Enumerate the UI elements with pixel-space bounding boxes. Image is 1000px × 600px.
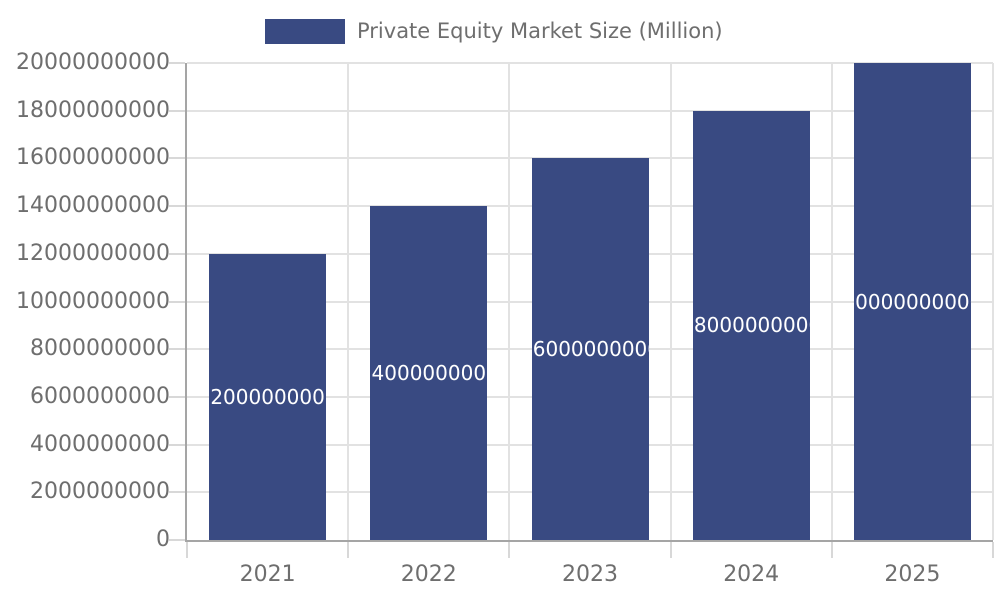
bar-2023[interactable]: 16000000000 [531,158,649,540]
y-tick-mark [169,395,185,398]
y-axis-line [185,63,187,542]
legend[interactable]: Private Equity Market Size (Million) [265,18,723,44]
bar-value-label: 12000000000 [209,384,326,409]
y-tick-label: 2000000000 [30,479,170,505]
y-tick-label: 14000000000 [16,193,170,219]
y-tick-mark [169,109,185,112]
x-tick-label-2022: 2022 [400,562,457,587]
x-tick-mark [992,542,994,558]
gridline-horizontal [187,157,993,160]
y-tick-mark [169,205,185,208]
y-tick-label: 16000000000 [16,145,170,171]
y-tick-label: 0 [156,527,170,552]
bar-value-label: 14000000000 [370,361,487,386]
plot-area: 12000000000 14000000000 16000000000 1800000… [169,62,994,558]
y-tick-label: 12000000000 [16,240,170,266]
y-tick-mark [169,252,185,255]
bar-2022[interactable]: 14000000000 [370,206,488,540]
y-tick-mark [169,348,185,351]
y-tick-label: 6000000000 [30,383,170,409]
y-tick-label: 18000000000 [16,97,170,123]
legend-label: Private Equity Market Size (Million) [357,19,723,43]
x-tick-mark [669,542,672,558]
legend-swatch [265,18,345,44]
x-tick-label-2024: 2024 [723,562,780,587]
x-tick-label-2023: 2023 [562,562,618,587]
gridline-horizontal [187,62,993,64]
y-tick-mark [169,443,185,446]
x-tick-mark [186,542,188,558]
y-tick-mark [169,62,185,64]
y-tick-label: 20000000000 [16,50,170,75]
gridline-vertical [830,63,833,540]
y-tick-label: 8000000000 [30,336,170,362]
gridline-vertical [347,63,350,540]
x-tick-mark [830,542,833,558]
bar-value-label: 18000000000 [693,313,810,338]
y-tick-mark [169,539,185,541]
gridline-vertical [508,63,511,540]
gridline-vertical [669,63,672,540]
gridline-horizontal [187,109,993,112]
gridline-vertical [992,63,994,540]
x-tick-mark [508,542,511,558]
bar-2024[interactable]: 18000000000 [692,110,810,540]
y-tick-mark [169,157,185,160]
y-tick-label: 10000000000 [16,288,170,314]
x-tick-mark [347,542,350,558]
bar-2021[interactable]: 12000000000 [209,253,327,540]
x-tick-label-2021: 2021 [239,562,296,587]
bar-2025[interactable]: 20000000000 [853,63,971,540]
x-tick-label-2025: 2025 [884,562,941,587]
x-axis-line [185,540,993,542]
bar-value-label: 16000000000 [532,337,649,362]
y-tick-mark [169,300,185,303]
bar-value-label: 20000000000 [854,289,971,314]
y-tick-label: 4000000000 [30,431,170,457]
y-tick-mark [169,491,185,494]
